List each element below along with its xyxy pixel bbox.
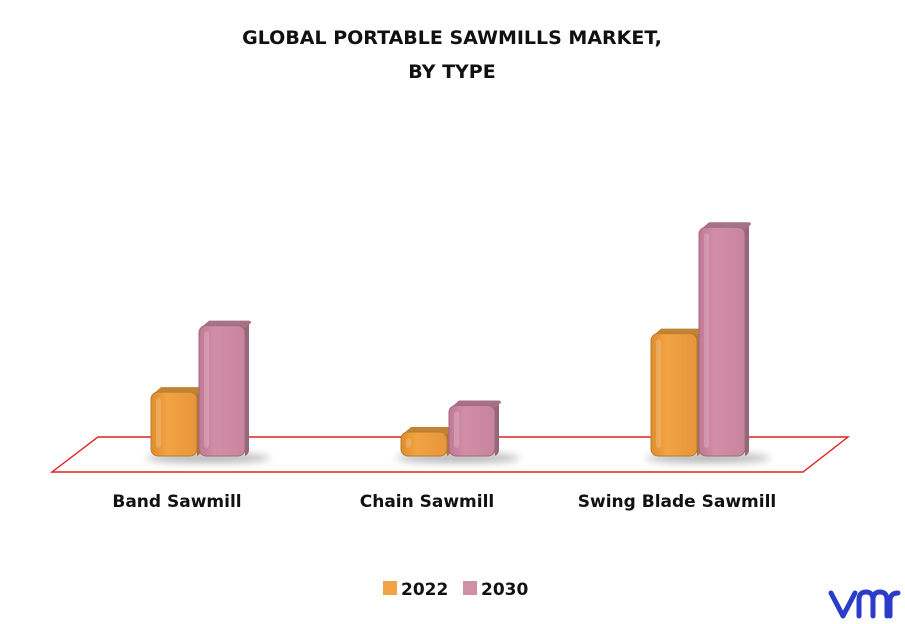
vmr-logo-icon xyxy=(828,589,901,619)
category-label-chain-sawmill: Chain Sawmill xyxy=(360,492,495,512)
bar-front-face xyxy=(198,325,246,457)
bar-group xyxy=(150,222,751,457)
legend-label-2022: 2022 xyxy=(401,580,448,600)
bar-front-face xyxy=(150,391,198,457)
category-label-band-sawmill: Band Sawmill xyxy=(112,492,241,512)
bar-highlight xyxy=(656,339,661,448)
legend-swatch-2030 xyxy=(463,581,477,595)
bar-chain-sawmill-2030 xyxy=(448,400,501,457)
bar-swing-blade-sawmill-2030 xyxy=(698,222,751,457)
legend-swatch-2022 xyxy=(383,581,397,595)
bar-swing-blade-sawmill-2022 xyxy=(650,328,703,457)
bar-highlight xyxy=(406,438,411,448)
bar-highlight xyxy=(156,398,161,448)
chart-title: GLOBAL PORTABLE SAWMILLS MARKET, xyxy=(242,27,662,49)
bar-highlight xyxy=(454,411,459,448)
bar-front-face xyxy=(448,404,496,457)
bar-front-face xyxy=(400,431,448,457)
bar-band-sawmill-2030 xyxy=(198,320,251,457)
legend: 2022 2030 xyxy=(383,580,528,600)
bar-highlight xyxy=(204,331,209,448)
bar-highlight xyxy=(704,233,709,448)
category-label-swing-blade-sawmill: Swing Blade Sawmill xyxy=(578,492,776,512)
chart-subtitle: BY TYPE xyxy=(408,61,495,83)
bar-band-sawmill-2022 xyxy=(150,387,203,457)
legend-label-2030: 2030 xyxy=(481,580,528,600)
bar-chain-sawmill-2022 xyxy=(400,427,453,457)
bar-front-face xyxy=(650,333,698,457)
bar-front-face xyxy=(698,226,746,457)
